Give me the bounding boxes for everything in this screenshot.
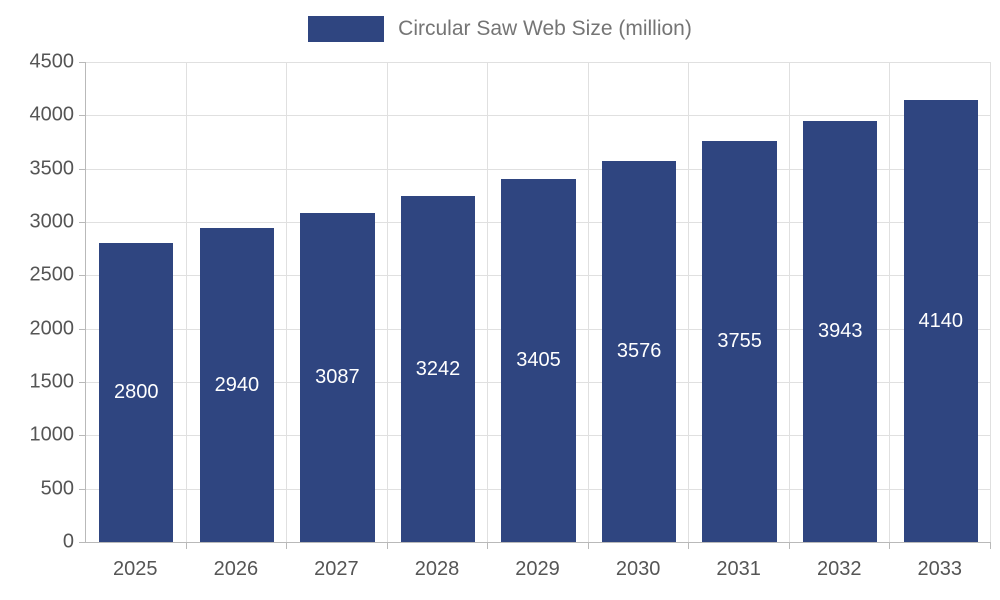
y-axis-tick xyxy=(79,328,86,330)
bar[interactable]: 3242 xyxy=(400,196,476,542)
bar-value-label: 3755 xyxy=(717,330,762,353)
bar[interactable]: 3087 xyxy=(300,212,375,542)
x-axis-tick xyxy=(487,543,489,549)
bar-value-label: 2800 xyxy=(114,381,159,404)
y-axis-tick-label: 4000 xyxy=(29,103,75,126)
y-axis-tick-label: 3500 xyxy=(29,157,75,180)
grid-line-vertical xyxy=(386,62,388,542)
legend-swatch xyxy=(308,16,385,42)
x-axis-tick-label: 2025 xyxy=(113,558,158,580)
bar-slot: 3242 xyxy=(388,62,489,542)
bar[interactable]: 2940 xyxy=(199,228,275,542)
x-axis-tick-label: 2031 xyxy=(716,558,761,580)
bar-value-label: 2940 xyxy=(214,373,260,396)
y-axis-tick xyxy=(79,382,86,383)
y-axis-tick-label: 2000 xyxy=(29,317,75,340)
y-axis-tick-label: 1500 xyxy=(29,370,75,393)
y-axis-tick xyxy=(79,222,86,223)
y-axis-tick xyxy=(79,115,86,117)
bar[interactable]: 2800 xyxy=(99,243,174,542)
bar[interactable]: 3576 xyxy=(601,160,677,542)
x-axis-tick xyxy=(889,543,891,549)
grid-line-vertical xyxy=(688,62,690,542)
grid-line-vertical xyxy=(185,62,187,542)
x-axis-tick-label: 2033 xyxy=(917,558,963,580)
bar[interactable]: 3943 xyxy=(803,121,878,542)
grid-line-horizontal xyxy=(86,168,991,170)
grid-line-horizontal xyxy=(86,62,991,63)
y-axis-tick-label: 500 xyxy=(40,477,74,500)
x-axis-tick-label: 2026 xyxy=(213,558,259,580)
grid-line-vertical xyxy=(990,62,991,542)
bar-value-label: 4140 xyxy=(918,309,964,332)
bar-value-label: 3576 xyxy=(616,339,662,362)
y-axis-tick xyxy=(79,275,86,277)
y-axis-tick xyxy=(79,435,86,437)
bar[interactable]: 3755 xyxy=(702,141,777,542)
bar-value-label: 3405 xyxy=(516,348,561,371)
bar-slot: 2940 xyxy=(187,62,288,542)
bar-slot: 3755 xyxy=(689,62,790,542)
x-axis-tick-label: 2029 xyxy=(515,558,560,580)
x-axis-tick-label: 2027 xyxy=(314,558,359,580)
y-axis-tick xyxy=(79,488,86,490)
x-axis-tick xyxy=(286,543,288,549)
grid-line-vertical xyxy=(587,62,589,542)
plot-area: 2800 2940 3087 3242 3405 3576 3755 3943 4140 xyxy=(79,62,991,549)
bar-slot: 3405 xyxy=(488,62,589,542)
grid-line-vertical xyxy=(788,62,790,542)
x-axis-tick-label: 2030 xyxy=(615,558,661,580)
bar-slot: 3087 xyxy=(287,62,388,542)
bars-row: 2800 2940 3087 3242 3405 3576 3755 3943 4140 xyxy=(86,62,991,542)
y-axis-tick-label: 0 xyxy=(62,530,74,553)
x-axis-tick xyxy=(185,543,187,549)
y-axis-tick-label: 2500 xyxy=(29,263,75,286)
x-axis-tick-label: 2028 xyxy=(414,558,460,580)
y-axis-tick-label: 3000 xyxy=(29,210,75,233)
y-axis-tick xyxy=(79,168,86,170)
bar-slot: 2800 xyxy=(86,62,187,542)
bar-slot: 3576 xyxy=(589,62,690,542)
bar-slot: 4140 xyxy=(891,62,992,542)
y-axis-tick-label: 1000 xyxy=(29,423,75,446)
x-axis: 2025 2026 2027 2028 2029 2030 2031 2032 2033 xyxy=(85,558,990,581)
legend-label: Circular Saw Web Size (million) xyxy=(398,17,692,40)
bar-value-label: 3242 xyxy=(415,357,461,380)
x-axis-tick xyxy=(990,543,991,549)
bar[interactable]: 4140 xyxy=(903,100,978,542)
x-axis-tick xyxy=(688,543,690,549)
grid-line-horizontal xyxy=(86,115,991,117)
x-axis-tick-label: 2032 xyxy=(816,558,862,580)
y-axis: 0 500 1000 1500 2000 2500 3000 3500 4000 4500 xyxy=(0,51,75,553)
chart-legend[interactable]: Circular Saw Web Size (million) xyxy=(0,16,1000,42)
grid-line-vertical xyxy=(487,62,489,542)
x-axis-tick xyxy=(587,543,589,549)
bar-value-label: 3943 xyxy=(817,320,863,343)
bar-value-label: 3087 xyxy=(315,365,360,388)
x-axis-tick xyxy=(788,543,790,549)
bar[interactable]: 3405 xyxy=(501,178,576,542)
grid-line-vertical xyxy=(286,62,288,542)
y-axis-tick-label: 4500 xyxy=(29,50,75,73)
bar-slot: 3943 xyxy=(790,62,891,542)
grid-line-vertical xyxy=(889,62,891,542)
x-axis-tick xyxy=(386,543,388,549)
y-axis-tick xyxy=(79,542,86,543)
y-axis-tick xyxy=(79,62,86,63)
